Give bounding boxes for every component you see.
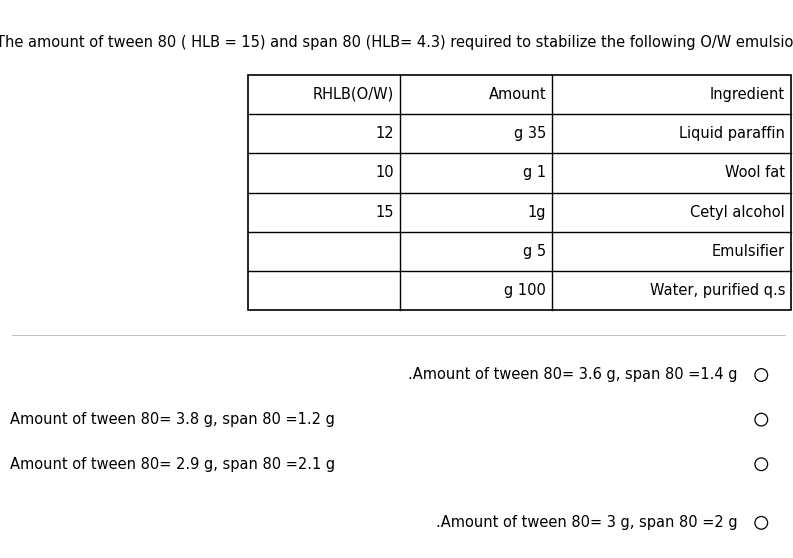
- Text: Emulsifier: Emulsifier: [712, 244, 785, 259]
- Text: Ingredient: Ingredient: [710, 87, 785, 102]
- Text: g 1: g 1: [523, 165, 546, 180]
- Text: .Amount of tween 80= 3.6 g, span 80 =1.4 g: .Amount of tween 80= 3.6 g, span 80 =1.4…: [408, 368, 737, 382]
- Bar: [248, 75, 791, 310]
- Text: 15: 15: [375, 205, 394, 220]
- Text: 12: 12: [375, 126, 394, 141]
- Text: 10: 10: [375, 165, 394, 180]
- Text: g 5: g 5: [523, 244, 546, 259]
- Text: Water, purified q.s: Water, purified q.s: [649, 283, 785, 298]
- Text: Liquid paraffin: Liquid paraffin: [679, 126, 785, 141]
- Text: Amount of tween 80= 3.8 g, span 80 =1.2 g: Amount of tween 80= 3.8 g, span 80 =1.2 …: [10, 412, 335, 427]
- Text: RHLB(O/W): RHLB(O/W): [312, 87, 394, 102]
- Text: Amount of tween 80= 2.9 g, span 80 =2.1 g: Amount of tween 80= 2.9 g, span 80 =2.1 …: [10, 457, 335, 472]
- Text: :The amount of tween 80 ( HLB = 15) and span 80 (HLB= 4.3) required to stabilize: :The amount of tween 80 ( HLB = 15) and …: [0, 35, 793, 50]
- Text: 1g: 1g: [527, 205, 546, 220]
- Text: Amount: Amount: [488, 87, 546, 102]
- Text: Cetyl alcohol: Cetyl alcohol: [691, 205, 785, 220]
- Text: Wool fat: Wool fat: [725, 165, 785, 180]
- Text: g 35: g 35: [514, 126, 546, 141]
- Text: g 100: g 100: [504, 283, 546, 298]
- Text: .Amount of tween 80= 3 g, span 80 =2 g: .Amount of tween 80= 3 g, span 80 =2 g: [436, 516, 737, 530]
